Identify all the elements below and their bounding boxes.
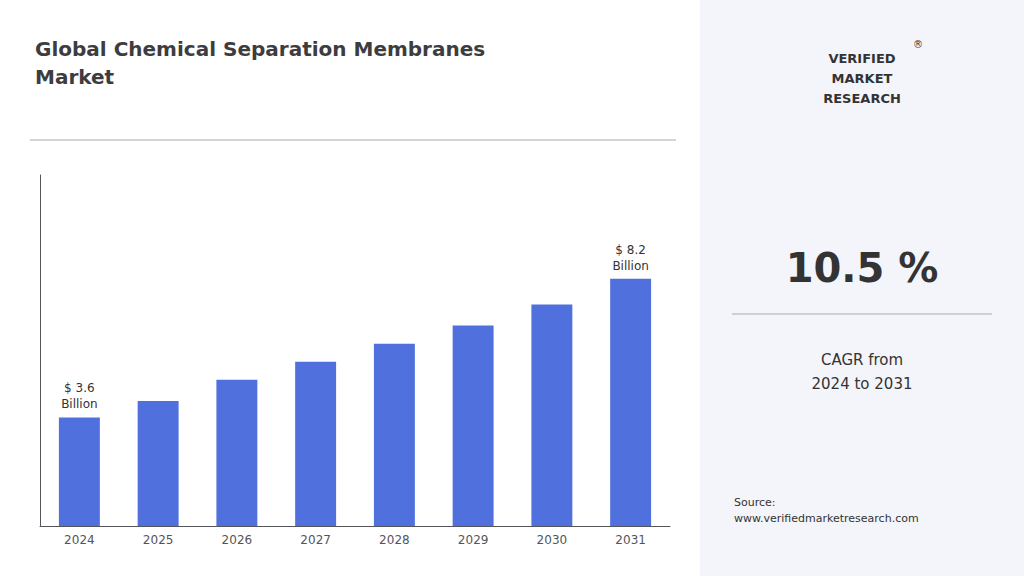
svg-text:Source:: Source: xyxy=(734,496,776,509)
svg-text:2026: 2026 xyxy=(222,533,253,547)
svg-text:CAGR from: CAGR from xyxy=(821,351,903,369)
svg-text:2024 to 2031: 2024 to 2031 xyxy=(812,375,913,393)
svg-text:www.verifiedmarketresearch.com: www.verifiedmarketresearch.com xyxy=(734,512,919,525)
svg-text:Billion: Billion xyxy=(612,259,649,273)
svg-text:$ 3.6: $ 3.6 xyxy=(64,381,95,395)
svg-text:Global Chemical Separation Mem: Global Chemical Separation Membranes xyxy=(35,37,485,61)
svg-text:$ 8.2: $ 8.2 xyxy=(615,243,646,257)
svg-text:Market: Market xyxy=(35,65,115,89)
svg-text:10.5 %: 10.5 % xyxy=(786,245,939,291)
svg-text:2030: 2030 xyxy=(537,533,568,547)
svg-text:2027: 2027 xyxy=(300,533,331,547)
svg-text:2029: 2029 xyxy=(458,533,489,547)
svg-text:RESEARCH: RESEARCH xyxy=(823,91,901,106)
svg-text:2028: 2028 xyxy=(379,533,410,547)
svg-text:®: ® xyxy=(913,39,923,50)
svg-text:2031: 2031 xyxy=(615,533,646,547)
svg-text:2024: 2024 xyxy=(64,533,95,547)
svg-text:2025: 2025 xyxy=(143,533,174,547)
svg-text:Billion: Billion xyxy=(61,397,98,411)
svg-text:VERIFIED: VERIFIED xyxy=(828,51,895,66)
svg-text:MARKET: MARKET xyxy=(832,71,893,86)
